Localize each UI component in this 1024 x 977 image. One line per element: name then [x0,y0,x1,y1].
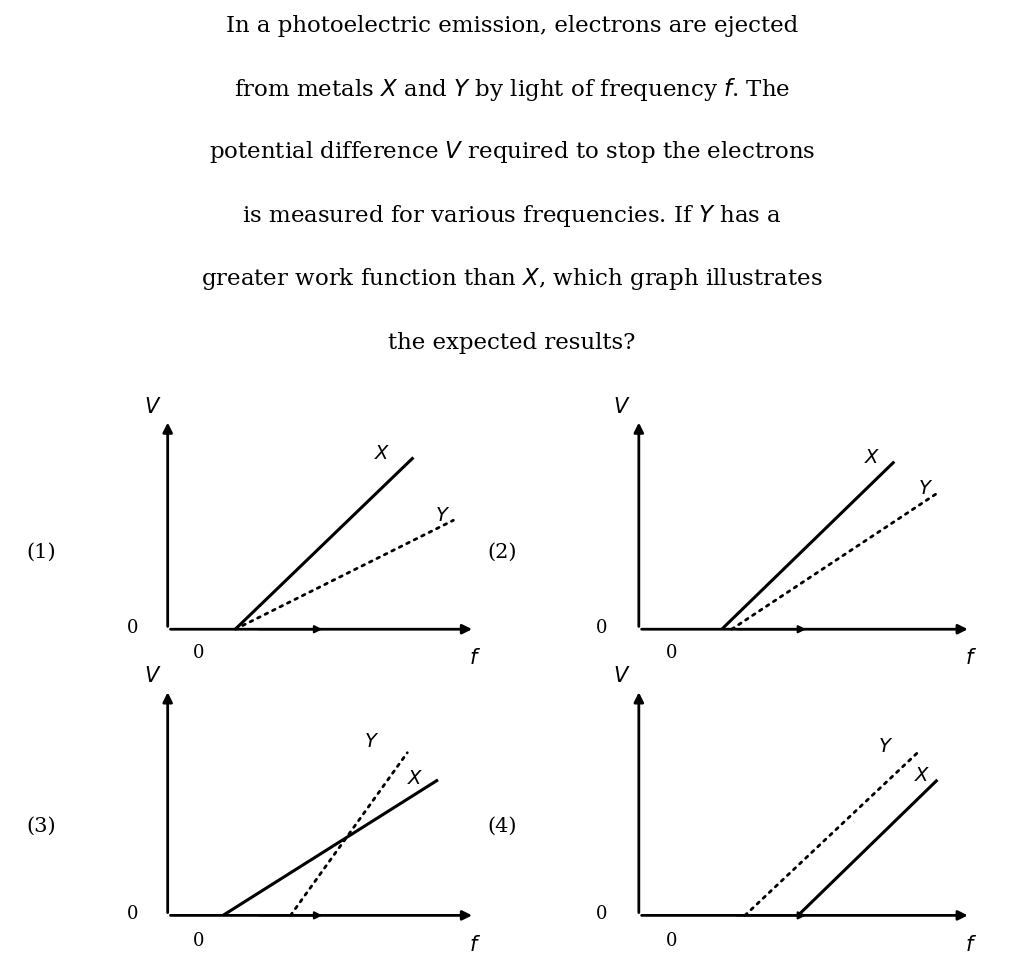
Text: 0: 0 [193,643,204,661]
Text: from metals $\mathit{X}$ and $\mathit{Y}$ by light of frequency $\mathit{f}$. Th: from metals $\mathit{X}$ and $\mathit{Y}… [233,75,791,103]
Text: 0: 0 [127,904,139,921]
Text: 0: 0 [193,931,204,949]
Text: $V$: $V$ [613,397,631,416]
Text: 0: 0 [667,931,678,949]
Text: 0: 0 [667,643,678,661]
Text: potential difference $\mathit{V}$ required to stop the electrons: potential difference $\mathit{V}$ requir… [209,140,815,165]
Text: 0: 0 [596,618,607,636]
Text: $f$: $f$ [965,934,977,955]
Text: the expected results?: the expected results? [388,331,636,354]
Text: $V$: $V$ [613,665,631,686]
Text: $f$: $f$ [965,647,977,667]
Text: $f$: $f$ [469,647,480,667]
Text: (3): (3) [27,816,55,835]
Text: $Y$: $Y$ [878,738,893,755]
Text: $V$: $V$ [143,397,161,416]
Text: $V$: $V$ [143,665,161,686]
Text: $X$: $X$ [408,769,424,786]
Text: (2): (2) [487,542,516,562]
Text: $X$: $X$ [374,445,390,462]
Text: $X$: $X$ [914,767,931,785]
Text: $f$: $f$ [469,934,480,955]
Text: $Y$: $Y$ [918,480,933,497]
Text: $Y$: $Y$ [365,733,380,750]
Text: (1): (1) [27,542,55,562]
Text: 0: 0 [127,618,139,636]
Text: 0: 0 [596,904,607,921]
Text: $Y$: $Y$ [435,507,451,525]
Text: In a photoelectric emission, electrons are ejected: In a photoelectric emission, electrons a… [226,15,798,37]
Text: is measured for various frequencies. If $\mathit{Y}$ has a: is measured for various frequencies. If … [242,202,782,229]
Text: $X$: $X$ [864,448,881,466]
Text: greater work function than $\mathit{X}$, which graph illustrates: greater work function than $\mathit{X}$,… [201,266,823,292]
Text: (4): (4) [487,816,516,835]
